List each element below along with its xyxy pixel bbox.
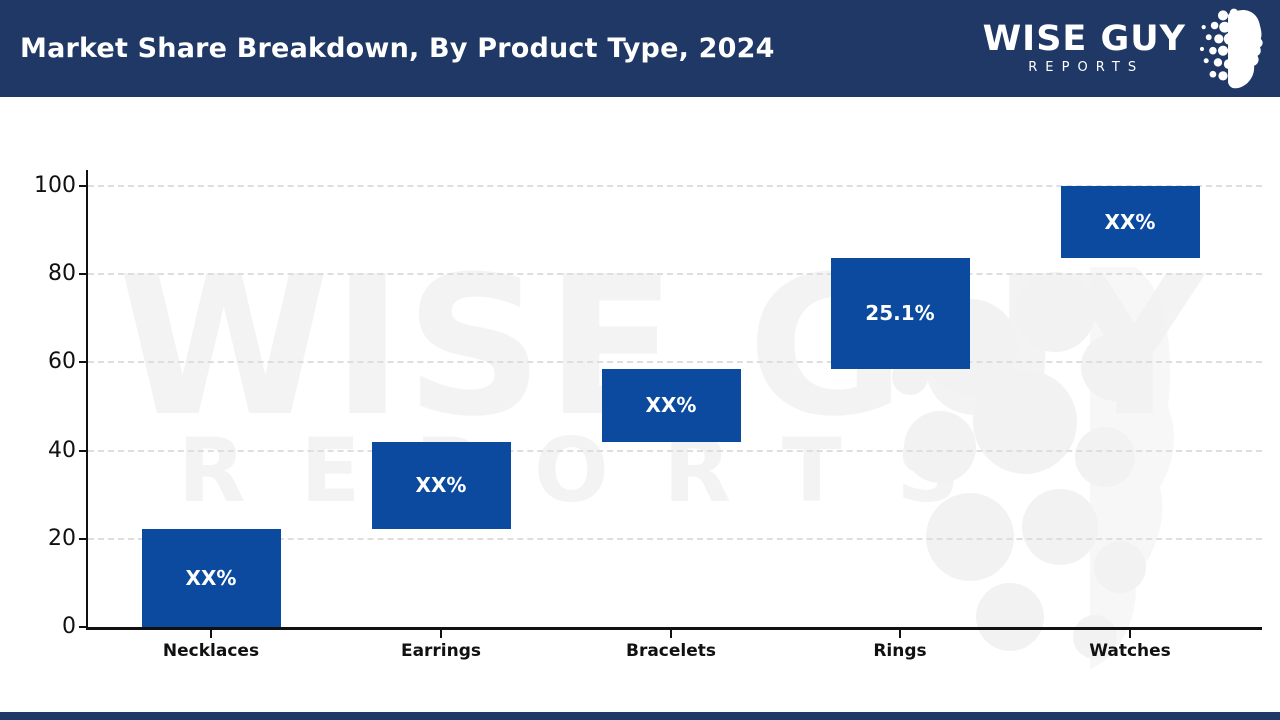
logo-wordmark-line1: WISE GUY bbox=[982, 19, 1186, 59]
x-axis-category-label: Earrings bbox=[400, 641, 482, 661]
logo-face-icon bbox=[1199, 8, 1263, 88]
x-tick-mark bbox=[1129, 629, 1131, 638]
watermark-text-2: REPORTS bbox=[178, 419, 1015, 522]
y-tick-mark bbox=[79, 185, 88, 187]
bar-value-label: 25.1% bbox=[865, 301, 935, 326]
logo-wordmark-line2: REPORTS bbox=[1028, 60, 1145, 75]
x-axis-line bbox=[86, 627, 1262, 630]
bar-value-label: XX% bbox=[185, 565, 237, 590]
y-axis-tick-label: 40 bbox=[48, 437, 76, 463]
bar-watches: XX% bbox=[1060, 186, 1200, 258]
y-axis-tick-label: 100 bbox=[34, 173, 76, 198]
gridline bbox=[88, 361, 1262, 364]
x-axis-category-label: Necklaces bbox=[162, 641, 260, 661]
x-axis-category-label: Rings bbox=[873, 641, 927, 661]
gridline bbox=[88, 537, 1262, 540]
page-title: Market Share Breakdown, By Product Type,… bbox=[20, 33, 775, 64]
y-axis-tick-label: 60 bbox=[48, 349, 76, 375]
watermark-face-icon bbox=[892, 267, 1174, 669]
bar-value-label: XX% bbox=[415, 473, 467, 498]
gridline bbox=[88, 273, 1262, 276]
footer-bar bbox=[0, 712, 1280, 720]
x-tick-mark bbox=[899, 629, 901, 638]
bar-rings: 25.1% bbox=[830, 257, 970, 369]
bar-value-label: XX% bbox=[645, 393, 697, 418]
y-axis-tick-label: 0 bbox=[62, 614, 76, 639]
bar-necklaces: XX% bbox=[141, 528, 281, 627]
x-tick-mark bbox=[670, 629, 672, 638]
gridline bbox=[88, 449, 1262, 452]
y-tick-mark bbox=[79, 273, 88, 276]
y-axis-line bbox=[86, 170, 88, 627]
y-tick-mark bbox=[79, 449, 88, 452]
x-tick-mark bbox=[440, 629, 442, 638]
header-bar: Market Share Breakdown, By Product Type,… bbox=[0, 0, 1280, 97]
bar-bracelets: XX% bbox=[601, 368, 741, 443]
y-axis-tick-label: 20 bbox=[48, 525, 76, 551]
y-axis-tick-label: 80 bbox=[48, 261, 76, 287]
logo-wordmark: WISE GUY REPORTS bbox=[982, 19, 1186, 76]
bar-value-label: XX% bbox=[1104, 209, 1156, 234]
x-tick-mark bbox=[210, 629, 212, 638]
bar-earrings: XX% bbox=[371, 442, 511, 529]
y-tick-mark bbox=[79, 537, 88, 540]
y-tick-mark bbox=[79, 626, 88, 628]
chart-area: WISE GUY REPORTS 0 20 40 60 80 100 XX% Necklace… bbox=[0, 97, 1280, 712]
y-tick-mark bbox=[79, 361, 88, 364]
x-axis-category-label: Bracelets bbox=[625, 641, 717, 661]
logo: WISE GUY REPORTS bbox=[983, 7, 1280, 91]
gridline bbox=[88, 185, 1262, 187]
x-axis-category-label: Watches bbox=[1089, 641, 1171, 661]
